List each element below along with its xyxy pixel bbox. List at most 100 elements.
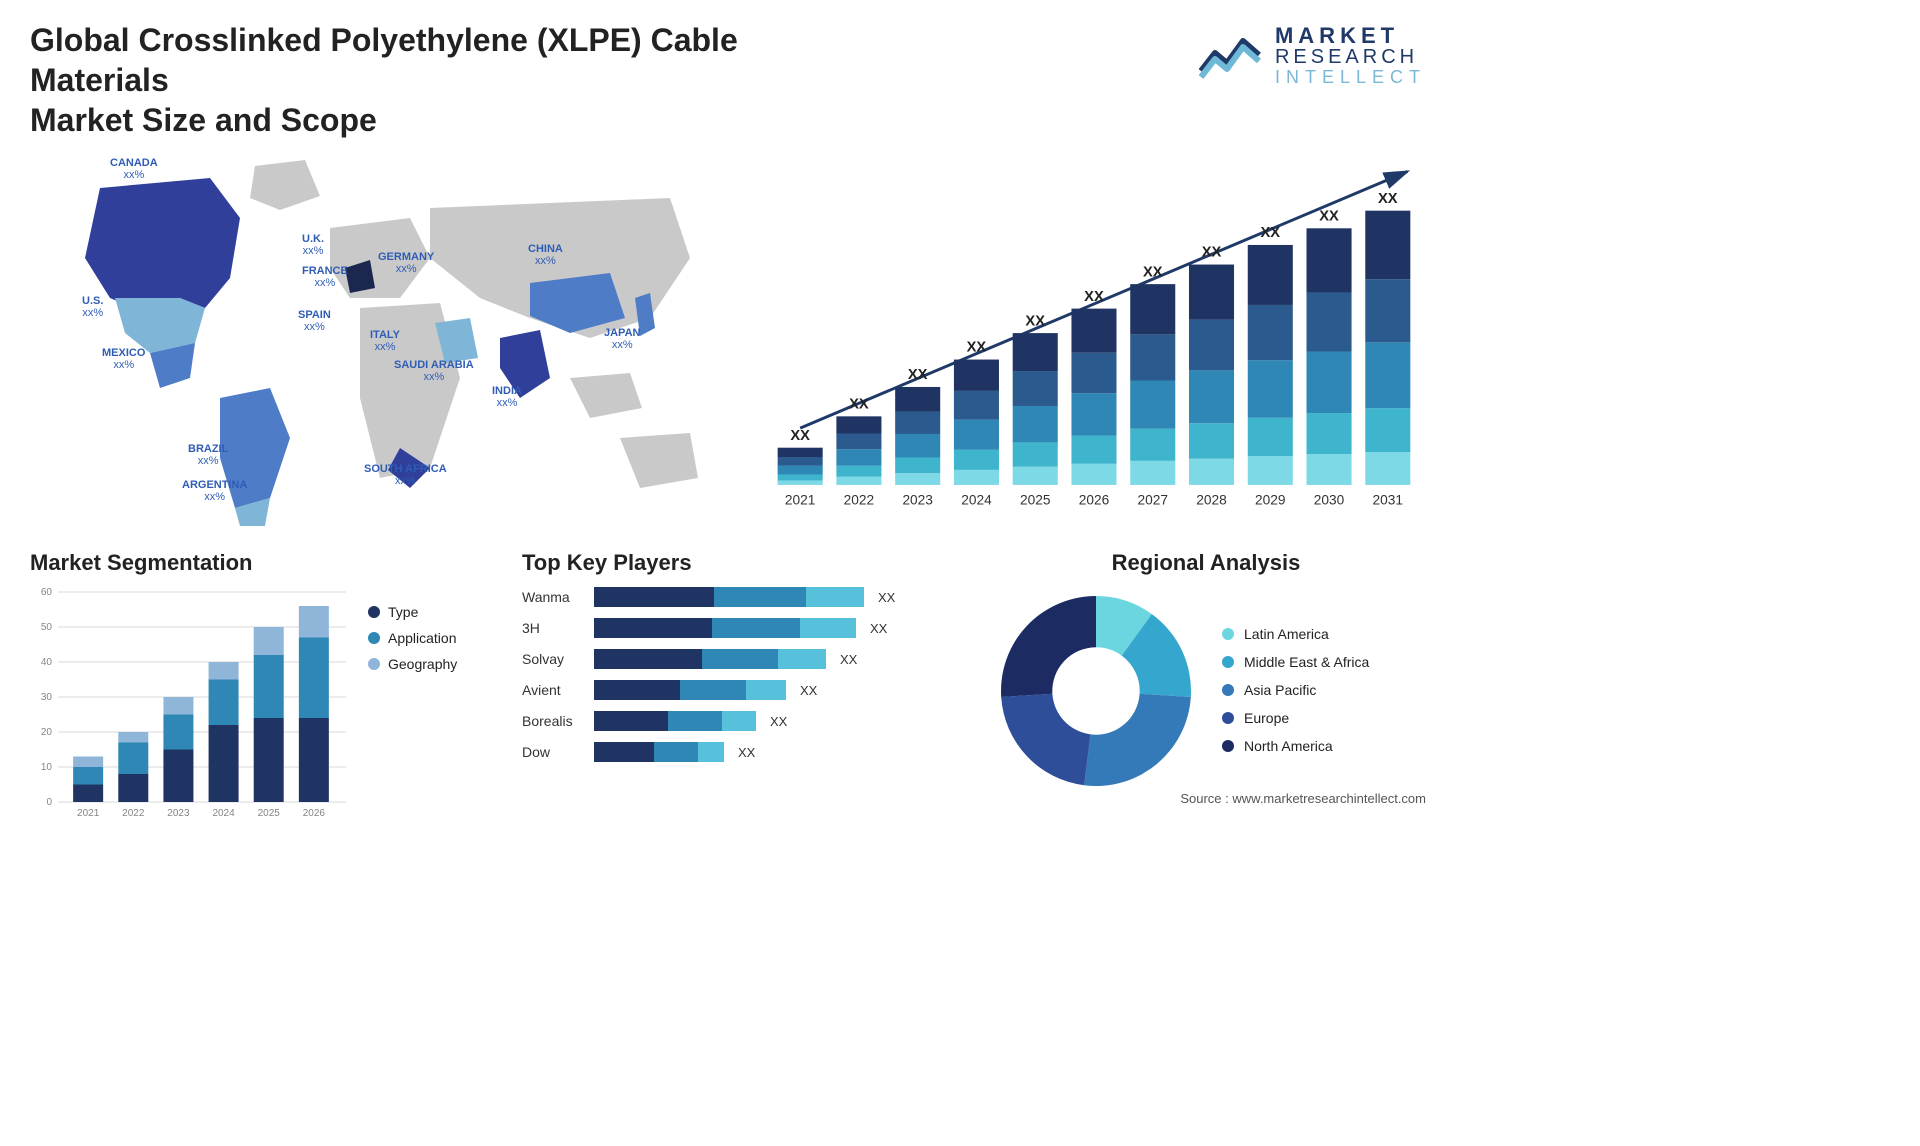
title-line2: Market Size and Scope xyxy=(30,102,377,138)
legend-item: Type xyxy=(368,604,498,620)
svg-text:XX: XX xyxy=(1025,313,1045,329)
svg-text:10: 10 xyxy=(41,762,53,773)
key-player-name: Avient xyxy=(522,682,594,698)
svg-text:2031: 2031 xyxy=(1373,493,1403,508)
logo-mark-icon xyxy=(1199,31,1263,79)
key-player-row: 3H XX xyxy=(522,618,962,638)
svg-text:XX: XX xyxy=(1143,264,1163,280)
svg-text:0: 0 xyxy=(46,797,52,808)
map-label: U.S.xx% xyxy=(82,296,103,319)
brand-logo: MARKET RESEARCH INTELLECT xyxy=(1199,20,1426,87)
svg-text:30: 30 xyxy=(41,692,53,703)
map-label: CANADAxx% xyxy=(110,158,158,181)
key-players-title: Top Key Players xyxy=(522,550,962,576)
logo-word-3: INTELLECT xyxy=(1275,68,1426,87)
map-label: INDIAxx% xyxy=(492,386,522,409)
svg-text:XX: XX xyxy=(790,428,810,444)
key-player-value: XX xyxy=(878,590,895,605)
svg-text:XX: XX xyxy=(849,397,869,413)
svg-text:2025: 2025 xyxy=(1020,493,1051,508)
key-player-row: Dow XX xyxy=(522,742,962,762)
map-label: SOUTH AFRICAxx% xyxy=(364,464,447,487)
legend-item: Latin America xyxy=(1222,626,1426,642)
logo-text: MARKET RESEARCH INTELLECT xyxy=(1275,24,1426,87)
svg-text:20: 20 xyxy=(41,727,53,738)
key-player-value: XX xyxy=(840,652,857,667)
svg-text:XX: XX xyxy=(908,367,928,383)
map-label: FRANCExx% xyxy=(302,266,348,289)
key-player-name: Wanma xyxy=(522,589,594,605)
regional-title: Regional Analysis xyxy=(986,550,1426,576)
map-label: SPAINxx% xyxy=(298,310,331,333)
svg-text:XX: XX xyxy=(1260,225,1280,241)
svg-text:2024: 2024 xyxy=(212,808,235,819)
logo-word-1: MARKET xyxy=(1275,24,1426,47)
map-label: ITALYxx% xyxy=(370,330,400,353)
svg-text:XX: XX xyxy=(967,340,987,356)
key-player-bar xyxy=(594,587,864,607)
legend-item: Application xyxy=(368,630,498,646)
svg-text:2030: 2030 xyxy=(1314,493,1345,508)
legend-item: Asia Pacific xyxy=(1222,682,1426,698)
svg-text:XX: XX xyxy=(1084,289,1104,305)
key-player-name: Dow xyxy=(522,744,594,760)
key-player-value: XX xyxy=(800,683,817,698)
header: Global Crosslinked Polyethylene (XLPE) C… xyxy=(30,20,1426,140)
segmentation-title: Market Segmentation xyxy=(30,550,350,576)
map-label: ARGENTINAxx% xyxy=(182,480,247,503)
logo-word-2: RESEARCH xyxy=(1275,47,1426,68)
map-label: SAUDI ARABIAxx% xyxy=(394,360,474,383)
map-label: BRAZILxx% xyxy=(188,444,228,467)
key-player-bar xyxy=(594,742,724,762)
svg-text:2026: 2026 xyxy=(1079,493,1110,508)
svg-text:2027: 2027 xyxy=(1138,493,1168,508)
page-title: Global Crosslinked Polyethylene (XLPE) C… xyxy=(30,20,810,140)
svg-text:2029: 2029 xyxy=(1255,493,1285,508)
map-label: U.K.xx% xyxy=(302,234,324,257)
svg-text:50: 50 xyxy=(41,622,53,633)
segmentation-legend: Type Application Geography xyxy=(368,550,498,850)
growth-bar-chart: XX2021XX2022XX2023XX2024XX2025XX2026XX20… xyxy=(760,148,1426,528)
growth-bar-chart-svg: XX2021XX2022XX2023XX2024XX2025XX2026XX20… xyxy=(760,148,1426,528)
svg-text:2021: 2021 xyxy=(77,808,100,819)
key-player-bar xyxy=(594,649,826,669)
svg-text:2022: 2022 xyxy=(122,808,145,819)
svg-text:XX: XX xyxy=(1202,245,1222,261)
legend-item: Geography xyxy=(368,656,498,672)
svg-text:2028: 2028 xyxy=(1196,493,1227,508)
key-player-row: Solvay XX xyxy=(522,649,962,669)
key-player-value: XX xyxy=(870,621,887,636)
svg-text:2025: 2025 xyxy=(258,808,281,819)
key-player-value: XX xyxy=(770,714,787,729)
source-line: Source : www.marketresearchintellect.com xyxy=(1180,791,1426,806)
svg-text:40: 40 xyxy=(41,657,53,668)
world-map: CANADAxx% U.S.xx% MEXICOxx% BRAZILxx% ARGENT… xyxy=(30,148,730,528)
key-player-row: Borealis XX xyxy=(522,711,962,731)
svg-text:2022: 2022 xyxy=(844,493,874,508)
key-player-name: Solvay xyxy=(522,651,594,667)
key-player-name: Borealis xyxy=(522,713,594,729)
key-player-bar xyxy=(594,711,756,731)
svg-text:XX: XX xyxy=(1378,191,1398,207)
svg-text:2023: 2023 xyxy=(902,493,933,508)
map-label: GERMANYxx% xyxy=(378,252,434,275)
segmentation-panel: Market Segmentation 0 10 20 30 40 50 60 2021 202… xyxy=(30,550,498,850)
legend-item: Middle East & Africa xyxy=(1222,654,1426,670)
legend-item: Europe xyxy=(1222,710,1426,726)
map-label: MEXICOxx% xyxy=(102,348,145,371)
legend-item: North America xyxy=(1222,738,1426,754)
segmentation-chart-svg: 0 10 20 30 40 50 60 2021 2022 2023 2024 2025 2026 xyxy=(30,586,350,826)
regional-legend: Latin America Middle East & Africa Asia … xyxy=(1222,586,1426,796)
key-player-bar xyxy=(594,680,786,700)
key-player-row: Wanma XX xyxy=(522,587,962,607)
title-line1: Global Crosslinked Polyethylene (XLPE) C… xyxy=(30,22,738,98)
key-player-name: 3H xyxy=(522,620,594,636)
key-player-row: Avient XX xyxy=(522,680,962,700)
svg-text:2026: 2026 xyxy=(303,808,326,819)
key-players-panel: Top Key Players Wanma XX 3H XX Solvay XX… xyxy=(522,550,962,850)
key-player-value: XX xyxy=(738,745,755,760)
svg-text:2023: 2023 xyxy=(167,808,190,819)
svg-text:60: 60 xyxy=(41,587,53,598)
svg-text:2024: 2024 xyxy=(961,493,992,508)
map-label: CHINAxx% xyxy=(528,244,563,267)
